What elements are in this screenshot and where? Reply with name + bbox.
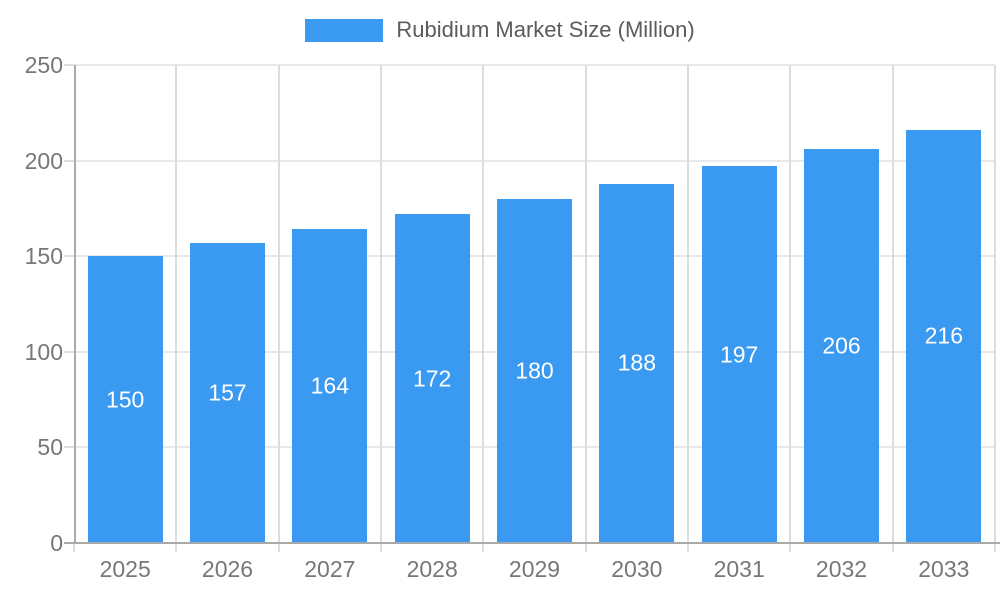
x-axis-tick	[584, 543, 587, 552]
x-gridline	[482, 65, 485, 543]
x-axis-label: 2027	[304, 556, 356, 582]
x-axis-tick	[789, 543, 792, 552]
x-axis-tick	[482, 543, 485, 552]
x-axis-label: 2030	[611, 556, 663, 582]
x-axis-tick	[380, 543, 382, 552]
y-axis-tick	[64, 159, 74, 162]
bar[interactable]: 197	[701, 166, 777, 543]
bar-value-label: 180	[515, 357, 554, 384]
bar-value-label: 164	[310, 372, 350, 399]
y-axis-label: 0	[50, 530, 63, 556]
x-axis-tick	[73, 543, 75, 552]
bar-value-label: 216	[924, 322, 964, 349]
bar-value-label: 172	[412, 365, 452, 392]
x-gridline	[789, 65, 792, 543]
x-axis-tick	[175, 543, 178, 552]
y-axis-label: 50	[37, 434, 63, 461]
y-axis-tick	[64, 446, 74, 449]
bar[interactable]: 157	[190, 242, 265, 543]
bar-value-label: 188	[617, 349, 657, 376]
x-axis-tick	[277, 543, 280, 552]
x-gridline	[994, 65, 996, 543]
x-gridline	[277, 65, 280, 543]
bar-value-label: 150	[105, 386, 145, 413]
legend[interactable]: Rubidium Market Size (Million)	[0, 17, 1000, 43]
x-gridline	[891, 65, 894, 543]
bar[interactable]: 206	[804, 149, 879, 543]
x-axis-label: 2029	[508, 556, 561, 582]
x-gridline	[584, 65, 587, 543]
plot-area: 0 50 100 150 200 250 150 2025 157 2026 164 2027 172 2…	[25, 52, 1000, 582]
legend-swatch[interactable]	[305, 18, 384, 42]
x-axis-label: 2032	[815, 556, 868, 582]
y-axis-tick	[64, 64, 74, 66]
y-axis-label: 150	[24, 243, 63, 270]
x-gridline	[380, 65, 382, 543]
y-axis-label: 100	[24, 338, 63, 365]
x-axis-tick	[687, 543, 689, 552]
legend-label: Rubidium Market Size (Million)	[396, 17, 695, 42]
y-gridline	[74, 64, 995, 66]
bar-value-label: 197	[719, 341, 759, 368]
bar[interactable]: 188	[599, 183, 675, 543]
x-axis-label: 2031	[713, 556, 765, 582]
bar[interactable]: 164	[292, 229, 368, 543]
x-axis-label: 2033	[918, 556, 970, 582]
bar[interactable]: 172	[394, 214, 470, 543]
x-gridline	[687, 65, 689, 543]
y-axis-tick	[64, 255, 74, 258]
bar[interactable]: 180	[497, 198, 572, 543]
bar[interactable]: 216	[906, 130, 982, 543]
y-gridline	[74, 159, 995, 162]
bar[interactable]: 150	[87, 256, 163, 543]
y-axis-label: 200	[24, 147, 63, 174]
y-axis-label: 250	[24, 52, 63, 78]
x-axis-tick	[891, 543, 894, 552]
x-axis-label: 2028	[406, 556, 458, 582]
bar-value-label: 206	[822, 332, 861, 359]
y-axis-tick	[64, 350, 74, 353]
y-axis-line	[74, 65, 76, 543]
x-gridline	[175, 65, 178, 543]
x-axis-label: 2025	[99, 556, 151, 582]
x-axis-label: 2026	[201, 556, 254, 582]
x-axis-tick	[994, 543, 996, 552]
x-axis-line	[64, 542, 1000, 544]
bar-value-label: 157	[208, 379, 247, 406]
